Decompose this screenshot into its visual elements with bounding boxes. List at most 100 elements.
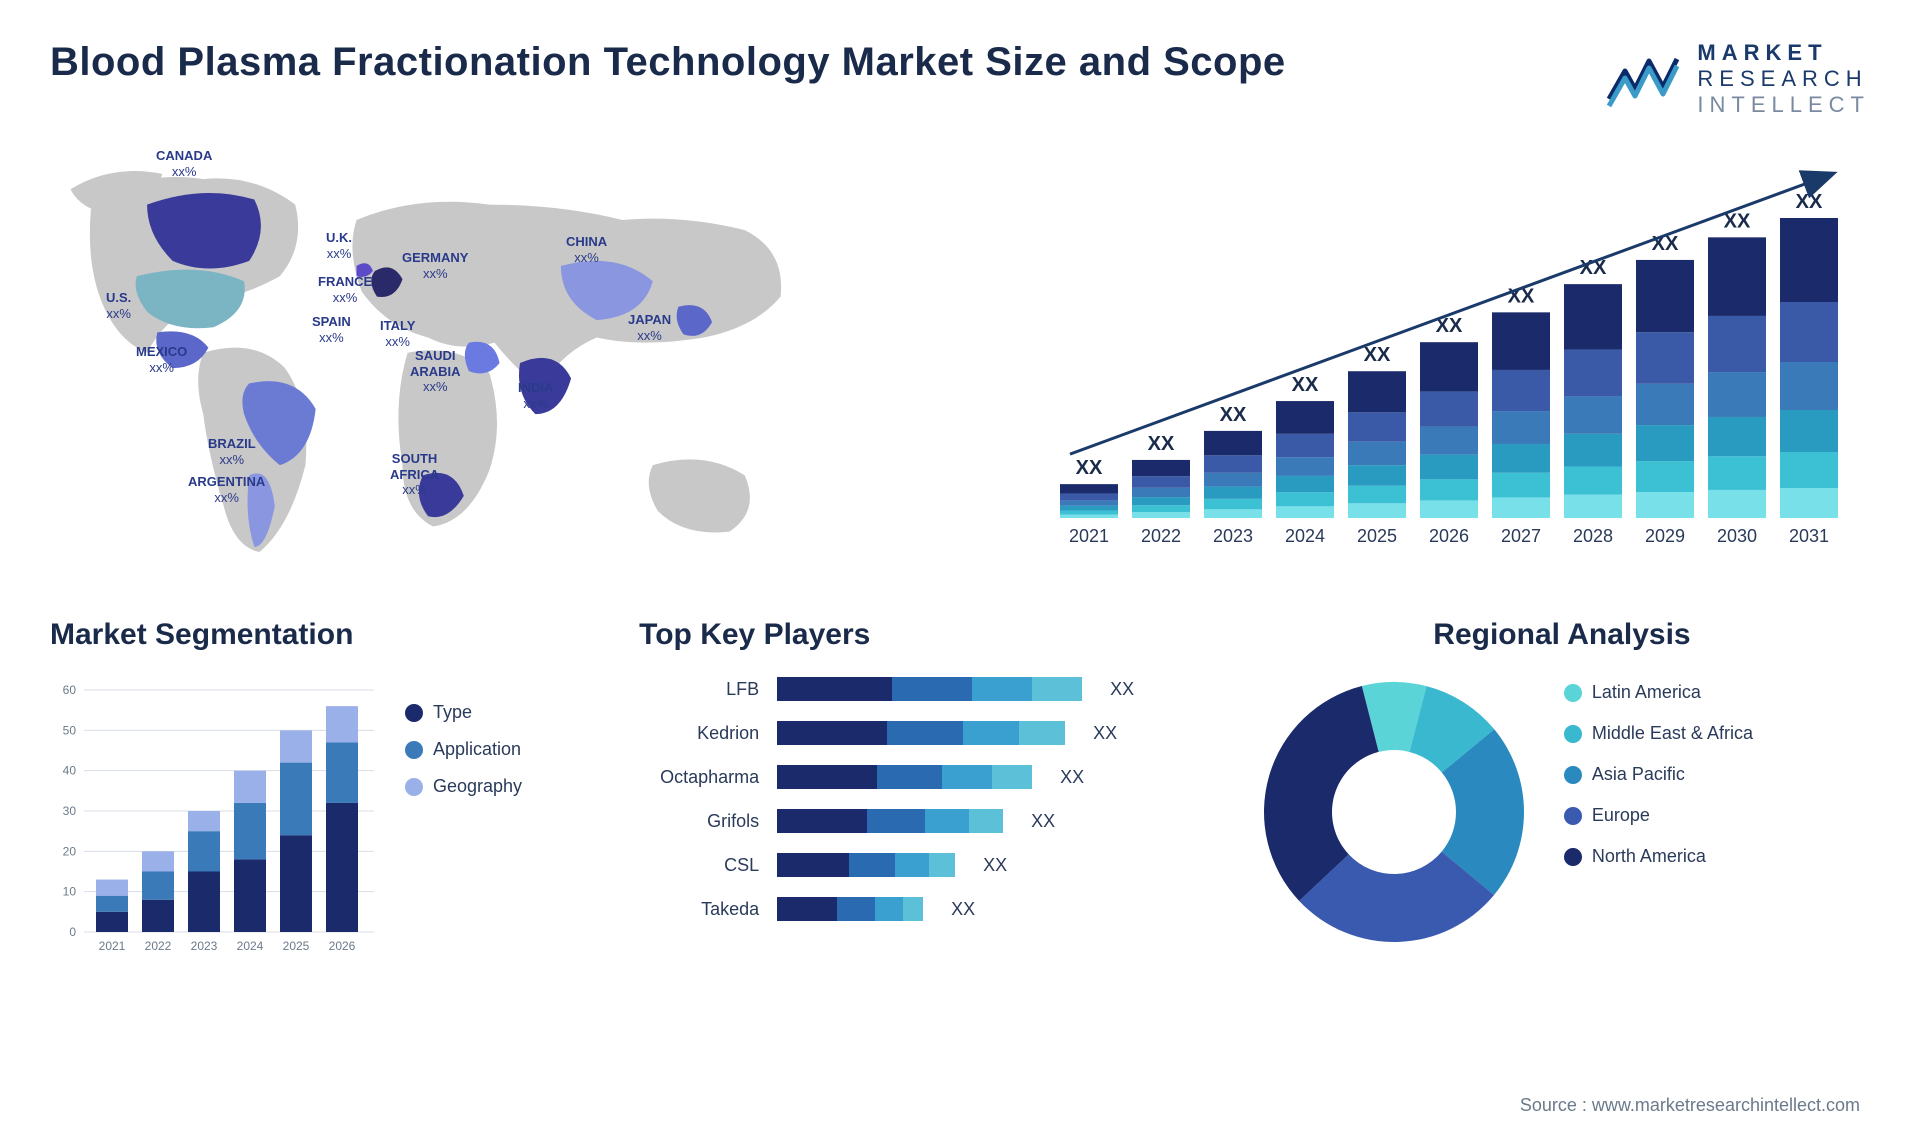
svg-text:2023: 2023 bbox=[1213, 526, 1253, 546]
svg-text:2021: 2021 bbox=[99, 939, 126, 953]
segmentation-title: Market Segmentation bbox=[50, 618, 589, 652]
legend-dot bbox=[1564, 725, 1582, 743]
svg-text:30: 30 bbox=[63, 804, 77, 818]
map-svg bbox=[50, 148, 990, 578]
legend-item: Geography bbox=[405, 776, 522, 797]
legend-label: Latin America bbox=[1592, 682, 1701, 703]
legend-label: Type bbox=[433, 702, 472, 723]
player-row: OctapharmaXX bbox=[639, 760, 1204, 794]
svg-text:XX: XX bbox=[1796, 191, 1823, 213]
legend-dot bbox=[405, 741, 423, 759]
svg-text:10: 10 bbox=[63, 885, 77, 899]
player-bar-segment bbox=[972, 677, 1032, 701]
country-label: SAUDIARABIAxx% bbox=[410, 348, 461, 395]
segmentation-section: Market Segmentation 01020304050602021202… bbox=[50, 618, 589, 998]
legend-item: Middle East & Africa bbox=[1564, 723, 1753, 744]
player-bar bbox=[777, 721, 1065, 745]
legend-item: Europe bbox=[1564, 805, 1753, 826]
player-value: XX bbox=[1031, 811, 1055, 832]
legend-item: North America bbox=[1564, 846, 1753, 867]
player-name: Grifols bbox=[639, 811, 759, 832]
country-label: INDIAxx% bbox=[518, 380, 553, 411]
player-bar bbox=[777, 809, 1003, 833]
legend-item: Application bbox=[405, 739, 522, 760]
svg-text:XX: XX bbox=[1292, 374, 1319, 396]
svg-text:2029: 2029 bbox=[1645, 526, 1685, 546]
page-title: Blood Plasma Fractionation Technology Ma… bbox=[50, 40, 1286, 85]
logo-line3: INTELLECT bbox=[1697, 92, 1870, 118]
svg-text:2026: 2026 bbox=[1429, 526, 1469, 546]
svg-text:2025: 2025 bbox=[283, 939, 310, 953]
player-value: XX bbox=[1110, 679, 1134, 700]
logo-line1: MARKET bbox=[1697, 40, 1870, 66]
player-bar-segment bbox=[929, 853, 955, 877]
player-bar-segment bbox=[1032, 677, 1082, 701]
player-value: XX bbox=[1093, 723, 1117, 744]
logo-line2: RESEARCH bbox=[1697, 66, 1870, 92]
legend-label: Application bbox=[433, 739, 521, 760]
svg-text:2024: 2024 bbox=[237, 939, 264, 953]
player-bar-segment bbox=[877, 765, 942, 789]
svg-text:XX: XX bbox=[1364, 344, 1391, 366]
player-bar-segment bbox=[892, 677, 972, 701]
player-bar bbox=[777, 765, 1032, 789]
player-name: LFB bbox=[639, 679, 759, 700]
regional-section: Regional Analysis Latin AmericaMiddle Ea… bbox=[1254, 618, 1870, 998]
country-label: ARGENTINAxx% bbox=[188, 474, 265, 505]
legend-item: Latin America bbox=[1564, 682, 1753, 703]
player-bar-segment bbox=[837, 897, 875, 921]
svg-text:2027: 2027 bbox=[1501, 526, 1541, 546]
player-bar bbox=[777, 677, 1082, 701]
world-map: CANADAxx%U.S.xx%MEXICOxx%BRAZILxx%ARGENT… bbox=[50, 148, 990, 578]
player-row: Grifols XX bbox=[639, 804, 1204, 838]
players-title: Top Key Players bbox=[639, 618, 1204, 652]
player-bar-segment bbox=[777, 765, 877, 789]
player-bar-segment bbox=[942, 765, 992, 789]
segmentation-legend: Type Application Geography bbox=[405, 702, 522, 797]
country-label: GERMANYxx% bbox=[402, 250, 468, 281]
country-label: JAPANxx% bbox=[628, 312, 671, 343]
player-value: XX bbox=[951, 899, 975, 920]
country-label: FRANCExx% bbox=[318, 274, 372, 305]
svg-text:60: 60 bbox=[63, 683, 77, 697]
svg-text:50: 50 bbox=[63, 723, 77, 737]
player-name: Kedrion bbox=[639, 723, 759, 744]
svg-text:XX: XX bbox=[1220, 404, 1247, 426]
svg-text:2022: 2022 bbox=[145, 939, 172, 953]
country-label: BRAZILxx% bbox=[208, 436, 256, 467]
svg-text:2031: 2031 bbox=[1789, 526, 1829, 546]
region-legend: Latin America Middle East & Africa Asia Pa… bbox=[1564, 682, 1753, 867]
legend-dot bbox=[405, 704, 423, 722]
legend-dot bbox=[1564, 807, 1582, 825]
svg-text:0: 0 bbox=[69, 925, 76, 939]
svg-text:2030: 2030 bbox=[1717, 526, 1757, 546]
country-label: ITALYxx% bbox=[380, 318, 415, 349]
player-bar-segment bbox=[867, 809, 925, 833]
player-row: Kedrion XX bbox=[639, 716, 1204, 750]
player-bar-segment bbox=[969, 809, 1003, 833]
player-bar-segment bbox=[777, 853, 849, 877]
legend-label: Asia Pacific bbox=[1592, 764, 1685, 785]
brand-logo: MARKET RESEARCH INTELLECT bbox=[1605, 40, 1870, 118]
country-label: U.S.xx% bbox=[106, 290, 131, 321]
player-bar-segment bbox=[903, 897, 923, 921]
country-label: MEXICOxx% bbox=[136, 344, 187, 375]
player-bar-segment bbox=[777, 721, 887, 745]
svg-text:XX: XX bbox=[1148, 433, 1175, 455]
player-row: CSLXX bbox=[639, 848, 1204, 882]
legend-label: Europe bbox=[1592, 805, 1650, 826]
svg-text:2028: 2028 bbox=[1573, 526, 1613, 546]
player-bar bbox=[777, 897, 923, 921]
legend-label: North America bbox=[1592, 846, 1706, 867]
svg-text:2022: 2022 bbox=[1141, 526, 1181, 546]
player-bar-segment bbox=[887, 721, 963, 745]
legend-dot bbox=[1564, 684, 1582, 702]
legend-label: Geography bbox=[433, 776, 522, 797]
svg-text:2024: 2024 bbox=[1285, 526, 1325, 546]
svg-text:2025: 2025 bbox=[1357, 526, 1397, 546]
player-name: Octapharma bbox=[639, 767, 759, 788]
country-label: CHINAxx% bbox=[566, 234, 607, 265]
player-bar-segment bbox=[849, 853, 895, 877]
growth-bar-chart: 2021XX2022XX2023XX2024XX2025XX2026XX2027… bbox=[1030, 148, 1870, 578]
player-row: TakedaXX bbox=[639, 892, 1204, 926]
